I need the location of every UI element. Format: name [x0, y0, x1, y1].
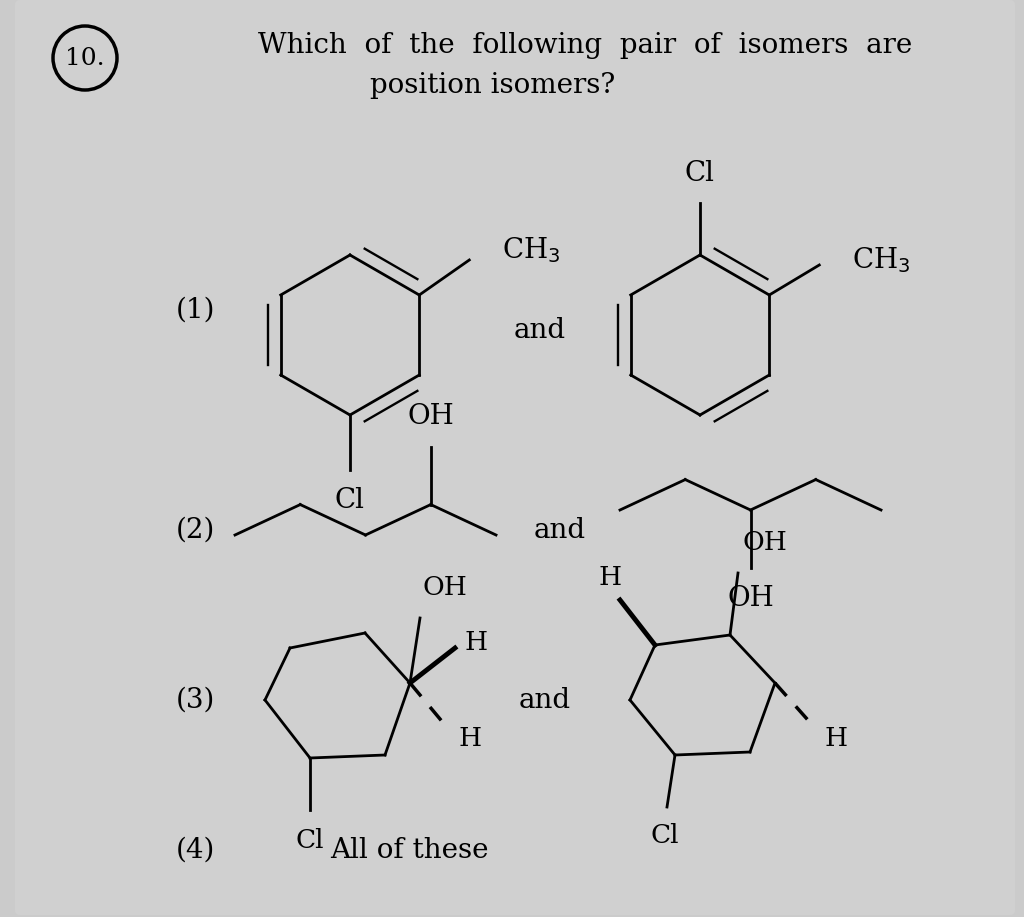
Text: CH$_3$: CH$_3$ — [852, 245, 910, 275]
Text: OH: OH — [742, 530, 786, 555]
Text: OH: OH — [408, 403, 454, 429]
Text: H: H — [598, 565, 622, 590]
Text: Cl: Cl — [296, 828, 325, 853]
Text: OH: OH — [423, 575, 468, 600]
Text: Which  of  the  following  pair  of  isomers  are: Which of the following pair of isomers a… — [258, 31, 912, 59]
Text: and: and — [519, 687, 571, 713]
Text: and: and — [514, 316, 566, 344]
Text: CH$_3$: CH$_3$ — [503, 235, 561, 265]
Text: and: and — [534, 516, 586, 544]
Text: H: H — [825, 725, 848, 750]
Text: (4): (4) — [175, 836, 215, 864]
Text: OH: OH — [727, 585, 774, 612]
Text: Cl: Cl — [685, 160, 715, 187]
Text: (1): (1) — [175, 296, 215, 324]
Text: 10.: 10. — [66, 47, 104, 70]
Text: (2): (2) — [175, 516, 215, 544]
Text: (3): (3) — [175, 687, 215, 713]
Text: All of these: All of these — [330, 836, 488, 864]
Text: position isomers?: position isomers? — [370, 72, 615, 98]
Text: Cl: Cl — [650, 823, 679, 848]
Text: H: H — [465, 631, 488, 656]
Text: H: H — [458, 726, 481, 752]
Text: Cl: Cl — [335, 487, 365, 514]
FancyBboxPatch shape — [15, 0, 1015, 915]
